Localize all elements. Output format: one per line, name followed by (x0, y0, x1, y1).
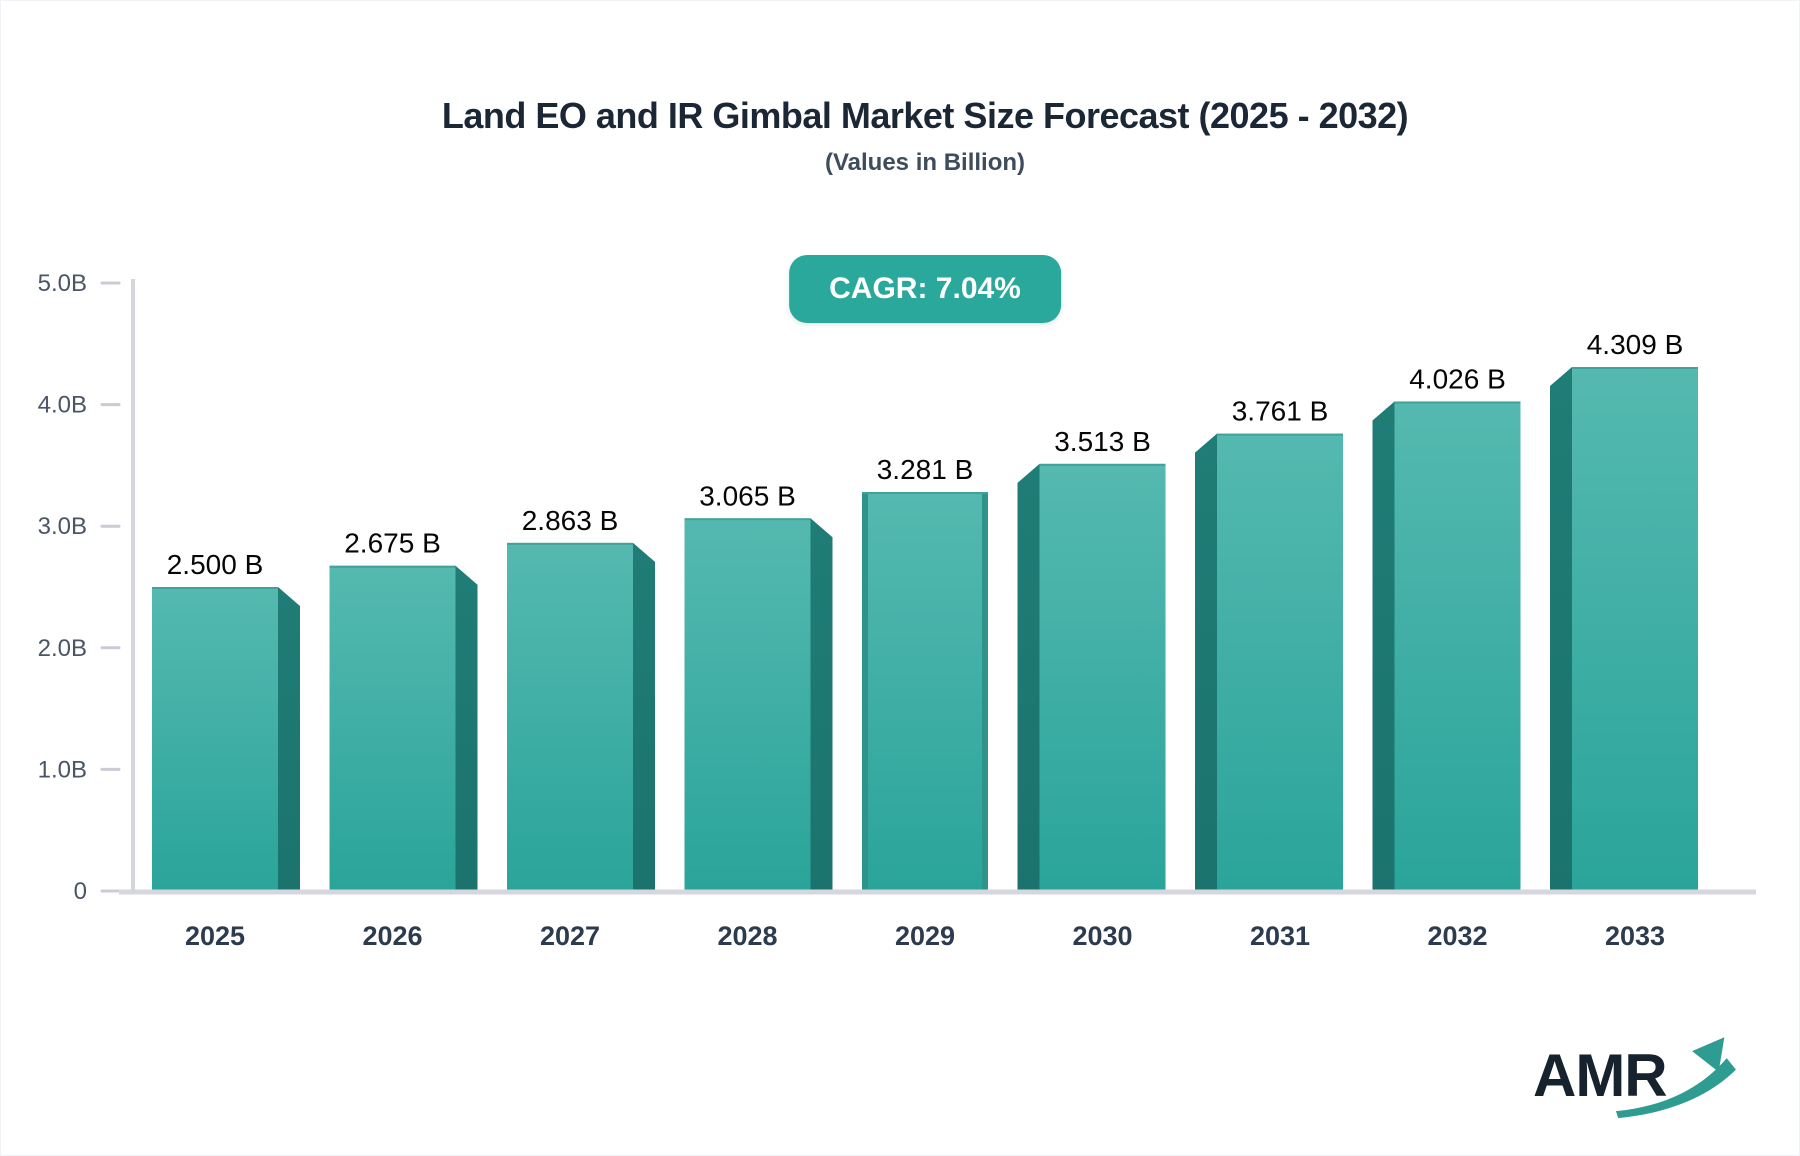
bar-side-face (1195, 433, 1217, 891)
bar-value-label: 3.281 B (877, 454, 974, 485)
bar-2031 (1217, 433, 1343, 891)
bar-edge (862, 492, 868, 891)
x-axis-label-2031: 2031 (1250, 921, 1310, 951)
chart-title: Land EO and IR Gimbal Market Size Foreca… (441, 95, 1409, 136)
bar-side-face (633, 542, 655, 891)
growth-arrow-icon (1615, 1037, 1736, 1119)
bar-2032 (1394, 401, 1521, 891)
bar-value-label: 4.309 B (1587, 329, 1684, 360)
x-axis-label-2027: 2027 (540, 921, 600, 951)
bar-value-label: 3.761 B (1232, 396, 1329, 427)
bar-2030 (1039, 463, 1166, 891)
y-tick-label: 3.0B (38, 513, 87, 540)
bar-side-face (1372, 401, 1395, 891)
x-axis-label-2032: 2032 (1427, 921, 1487, 951)
bar-side-face (1017, 463, 1040, 891)
bar-value-label: 2.675 B (344, 528, 441, 559)
chart-subtitle: (Values in Billion) (824, 149, 1026, 176)
bar-value-label: 4.026 B (1409, 363, 1506, 394)
bar-value-label: 2.863 B (522, 505, 619, 536)
y-tick-label: 4.0B (38, 392, 87, 419)
bar-2027 (507, 542, 633, 891)
bar-side-face (278, 587, 300, 891)
x-axis-label-2026: 2026 (362, 921, 422, 951)
bar-side-face (455, 565, 478, 891)
y-tick-label: 2.0B (38, 635, 87, 662)
bar-side-face (810, 518, 833, 891)
x-axis-label-2033: 2033 (1605, 921, 1665, 951)
amr-logo-text: AMR (1533, 1042, 1668, 1109)
bar-value-label: 2.500 B (167, 549, 264, 580)
bar-2025 (152, 587, 278, 891)
bar-2033 (1572, 367, 1698, 891)
y-tick-label: 5.0B (38, 270, 87, 297)
bar-2026 (329, 565, 456, 891)
cagr-badge: CAGR: 7.04% (789, 255, 1061, 323)
bar-2029 (862, 492, 988, 891)
bar-side-face (1550, 367, 1572, 891)
amr-logo: AMR (1533, 1037, 1743, 1131)
x-axis-label-2030: 2030 (1072, 921, 1132, 951)
y-tick-label: 1.0B (38, 756, 87, 783)
x-axis-label-2029: 2029 (895, 921, 955, 951)
bar-value-label: 3.065 B (699, 480, 796, 511)
x-axis-label-2025: 2025 (185, 921, 245, 951)
bar-2028 (684, 518, 811, 891)
bar-value-label: 3.513 B (1054, 426, 1151, 457)
bar-edge (982, 492, 988, 891)
x-axis-label-2028: 2028 (717, 921, 777, 951)
y-tick-label: 0 (74, 878, 87, 905)
